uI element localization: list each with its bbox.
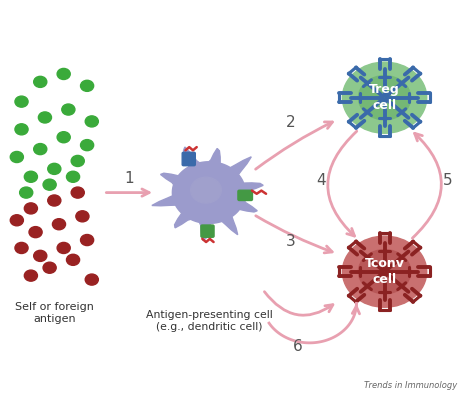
Circle shape bbox=[81, 235, 94, 245]
FancyArrowPatch shape bbox=[256, 216, 332, 253]
Circle shape bbox=[85, 274, 98, 285]
Text: 1: 1 bbox=[125, 171, 134, 186]
Text: 6: 6 bbox=[293, 339, 303, 354]
Circle shape bbox=[43, 179, 56, 190]
Circle shape bbox=[57, 69, 70, 79]
Text: 2: 2 bbox=[286, 115, 296, 130]
Circle shape bbox=[85, 116, 98, 127]
Circle shape bbox=[43, 262, 56, 273]
Text: Tconv
cell: Tconv cell bbox=[365, 257, 404, 286]
Circle shape bbox=[191, 177, 221, 203]
Circle shape bbox=[81, 140, 94, 151]
Circle shape bbox=[57, 132, 70, 143]
FancyArrowPatch shape bbox=[412, 133, 441, 238]
Circle shape bbox=[76, 211, 89, 222]
Text: 5: 5 bbox=[443, 173, 453, 188]
Circle shape bbox=[62, 104, 75, 115]
Circle shape bbox=[358, 76, 410, 120]
Circle shape bbox=[66, 254, 80, 265]
Circle shape bbox=[358, 249, 410, 294]
Circle shape bbox=[71, 187, 84, 198]
Text: Antigen-presenting cell
(e.g., dendritic cell): Antigen-presenting cell (e.g., dendritic… bbox=[146, 310, 272, 332]
Text: Treg
cell: Treg cell bbox=[369, 83, 400, 112]
Circle shape bbox=[48, 195, 61, 206]
Text: 3: 3 bbox=[286, 234, 296, 249]
FancyArrowPatch shape bbox=[255, 122, 332, 169]
Circle shape bbox=[34, 250, 47, 261]
Text: Self or foreign
antigen: Self or foreign antigen bbox=[15, 302, 94, 324]
Circle shape bbox=[15, 124, 28, 135]
FancyBboxPatch shape bbox=[182, 152, 195, 166]
Circle shape bbox=[57, 243, 70, 253]
Circle shape bbox=[15, 243, 28, 253]
Circle shape bbox=[53, 219, 65, 230]
FancyBboxPatch shape bbox=[201, 225, 214, 237]
FancyBboxPatch shape bbox=[238, 190, 253, 200]
Circle shape bbox=[66, 171, 80, 182]
Text: 4: 4 bbox=[317, 173, 326, 188]
Circle shape bbox=[10, 152, 23, 162]
Circle shape bbox=[48, 163, 61, 174]
Circle shape bbox=[342, 62, 427, 133]
Text: Trends in Immunology: Trends in Immunology bbox=[364, 381, 457, 390]
Circle shape bbox=[19, 187, 33, 198]
Circle shape bbox=[15, 96, 28, 107]
Circle shape bbox=[38, 112, 52, 123]
Polygon shape bbox=[152, 147, 263, 241]
Circle shape bbox=[24, 171, 37, 182]
Circle shape bbox=[34, 76, 47, 87]
Circle shape bbox=[24, 203, 37, 214]
Circle shape bbox=[10, 215, 23, 226]
Circle shape bbox=[71, 156, 84, 166]
Circle shape bbox=[342, 236, 427, 307]
Circle shape bbox=[24, 270, 37, 281]
FancyArrowPatch shape bbox=[328, 131, 357, 236]
FancyArrowPatch shape bbox=[264, 292, 333, 315]
Circle shape bbox=[34, 144, 47, 155]
Circle shape bbox=[29, 227, 42, 238]
Circle shape bbox=[81, 80, 94, 91]
